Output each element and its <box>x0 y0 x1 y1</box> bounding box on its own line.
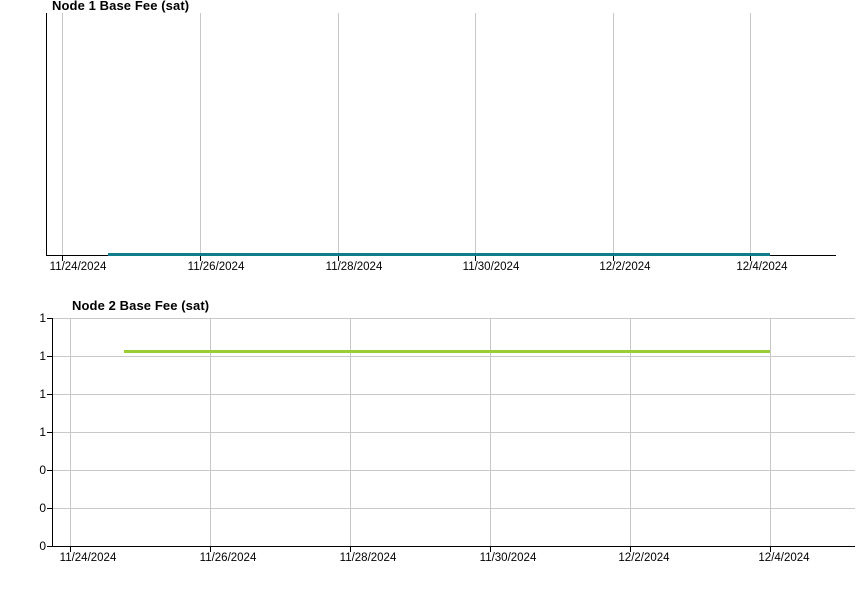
x-tick-mark <box>200 256 201 261</box>
y-axis-label: 1 <box>39 349 46 363</box>
y-axis-line-node-2 <box>52 318 53 547</box>
gridline-vertical <box>62 13 63 256</box>
gridline-vertical <box>490 318 491 547</box>
x-axis-label: 12/4/2024 <box>736 261 788 273</box>
y-tick-mark <box>47 432 52 433</box>
x-tick-mark <box>750 256 751 261</box>
x-tick-mark <box>210 547 211 552</box>
y-axis-label: 0 <box>39 463 46 477</box>
gridline-horizontal <box>52 432 855 433</box>
gridline-vertical <box>210 318 211 547</box>
gridline-vertical <box>350 318 351 547</box>
x-tick-mark <box>613 256 614 261</box>
x-tick-mark <box>338 256 339 261</box>
x-axis-label: 12/2/2024 <box>599 261 651 273</box>
y-axis-label: 0 <box>39 539 46 553</box>
x-axis-label: 11/24/2024 <box>59 552 117 564</box>
y-tick-mark <box>47 508 52 509</box>
gridline-vertical <box>70 318 71 547</box>
x-axis-label: 11/26/2024 <box>187 261 245 273</box>
plot-area-node-1 <box>46 13 836 261</box>
x-axis-label: 11/24/2024 <box>49 261 107 273</box>
y-tick-mark <box>47 394 52 395</box>
plot-area-node-2 <box>47 318 855 552</box>
chart-title-node-2: Node 2 Base Fee (sat) <box>72 298 210 313</box>
x-tick-mark <box>70 547 71 552</box>
gridline-vertical <box>750 13 751 256</box>
x-axis-label: 11/30/2024 <box>462 261 520 273</box>
gridline-vertical <box>475 13 476 256</box>
y-axis-label: 0 <box>39 501 46 515</box>
series-line-node-1-base-fee <box>108 253 770 256</box>
gridline-horizontal <box>52 356 855 357</box>
y-tick-mark <box>47 546 52 547</box>
y-axis-label: 1 <box>39 387 46 401</box>
y-tick-mark <box>47 470 52 471</box>
x-axis-label: 11/28/2024 <box>339 552 397 564</box>
x-axis-label: 12/4/2024 <box>758 552 810 564</box>
y-axis-line-node-1 <box>46 13 47 256</box>
chart-title-node-1: Node 1 Base Fee (sat) <box>52 0 190 13</box>
gridline-vertical <box>770 318 771 547</box>
gridline-horizontal <box>52 470 855 471</box>
x-tick-mark <box>770 547 771 552</box>
x-axis-label: 11/28/2024 <box>325 261 383 273</box>
gridline-horizontal <box>52 508 855 509</box>
gridline-vertical <box>200 13 201 256</box>
series-line-node-2-base-fee <box>124 350 770 353</box>
y-axis-label: 1 <box>39 311 46 325</box>
y-axis-label: 1 <box>39 425 46 439</box>
x-tick-mark <box>350 547 351 552</box>
gridline-horizontal <box>52 394 855 395</box>
y-tick-mark <box>47 356 52 357</box>
x-axis-label: 12/2/2024 <box>618 552 670 564</box>
gridline-vertical <box>613 13 614 256</box>
x-tick-mark <box>490 547 491 552</box>
x-tick-mark <box>630 547 631 552</box>
x-tick-mark <box>62 256 63 261</box>
x-tick-mark <box>475 256 476 261</box>
x-axis-label: 11/30/2024 <box>479 552 537 564</box>
gridline-vertical <box>630 318 631 547</box>
gridline-horizontal <box>52 318 855 319</box>
chart-panel-node-1: Node 1 Base Fee (sat) 11/24/2024 11/26/2… <box>0 0 860 290</box>
chart-panel-node-2: Node 2 Base Fee (sat) <box>0 295 860 600</box>
x-axis-label: 11/26/2024 <box>199 552 257 564</box>
gridline-vertical <box>338 13 339 256</box>
x-axis-line-node-2 <box>52 546 855 547</box>
y-tick-mark <box>47 318 52 319</box>
